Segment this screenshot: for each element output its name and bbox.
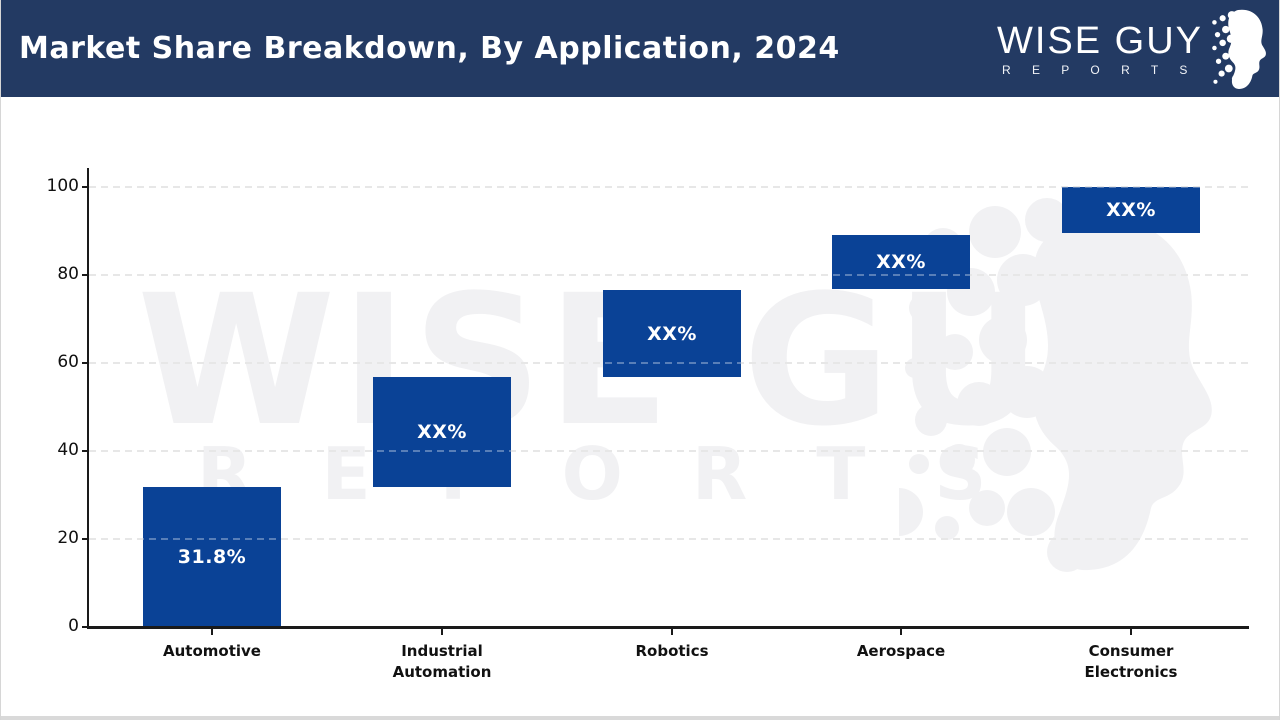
y-axis-tick-label: 0 (68, 616, 79, 636)
gridline-overlay (89, 450, 1249, 452)
x-axis-tick-mark (441, 627, 443, 635)
gridline-overlay (89, 186, 1249, 188)
gridline (89, 186, 1249, 188)
logo-subtitle: R E P O R T S (1001, 63, 1197, 78)
x-axis-category-label: Consumer Electronics (1084, 642, 1178, 681)
y-axis-tick-label: 40 (57, 440, 79, 460)
bar-segment: XX% (373, 377, 511, 488)
x-axis-category-label: Aerospace (856, 642, 946, 660)
gridline-overlay (89, 274, 1249, 276)
header-bar: Market Share Breakdown, By Application, … (1, 0, 1279, 97)
watermark-subtitle: R E P O R T S (197, 432, 1009, 516)
x-axis-tick-mark (671, 627, 673, 635)
y-axis-tick-mark (82, 362, 88, 364)
x-axis-tick-mark (900, 627, 902, 635)
logo-text: WISE GUY R E P O R T S (996, 19, 1203, 78)
x-axis-category-label: Industrial Automation (392, 642, 492, 681)
gridline (89, 538, 1249, 540)
y-axis-tick-label: 80 (57, 264, 79, 284)
y-axis-line (87, 168, 89, 629)
x-axis-category-label: Automotive (163, 642, 261, 660)
x-axis-tick-mark (211, 627, 213, 635)
gridline-overlay (89, 362, 1249, 364)
bar-segment: 31.8% (143, 487, 281, 627)
y-axis-tick-label: 20 (57, 528, 79, 548)
logo-face-icon (1212, 9, 1266, 89)
y-axis-tick-mark (82, 450, 88, 452)
page-title: Market Share Breakdown, By Application, … (19, 31, 840, 66)
gridline (89, 450, 1249, 452)
y-axis-tick-label: 60 (57, 352, 79, 372)
gridline (89, 274, 1249, 276)
bar-value-label: XX% (417, 421, 467, 444)
x-axis-line (87, 626, 1249, 629)
y-axis-tick-mark (82, 186, 88, 188)
x-axis-tick-mark (1130, 627, 1132, 635)
gridline-overlay (89, 538, 1249, 540)
bar-value-label: XX% (876, 250, 926, 273)
bar-value-label: 31.8% (177, 546, 247, 569)
y-axis-tick-mark (82, 626, 88, 628)
logo-wordmark: WISE GUY (996, 19, 1203, 62)
y-axis-tick-mark (82, 538, 88, 540)
bar-value-label: XX% (647, 322, 697, 345)
footer-strip (1, 716, 1279, 720)
bar-segment: XX% (1062, 187, 1200, 234)
bar-segment: XX% (603, 289, 741, 378)
y-axis-tick-mark (82, 274, 88, 276)
wise-guy-reports-logo: WISE GUY R E P O R T S (997, 8, 1269, 90)
y-axis-tick-label: 100 (46, 176, 79, 196)
x-axis-category-label: Robotics (635, 642, 709, 660)
bar-segment: XX% (832, 234, 970, 289)
bar-value-label: XX% (1106, 199, 1156, 222)
